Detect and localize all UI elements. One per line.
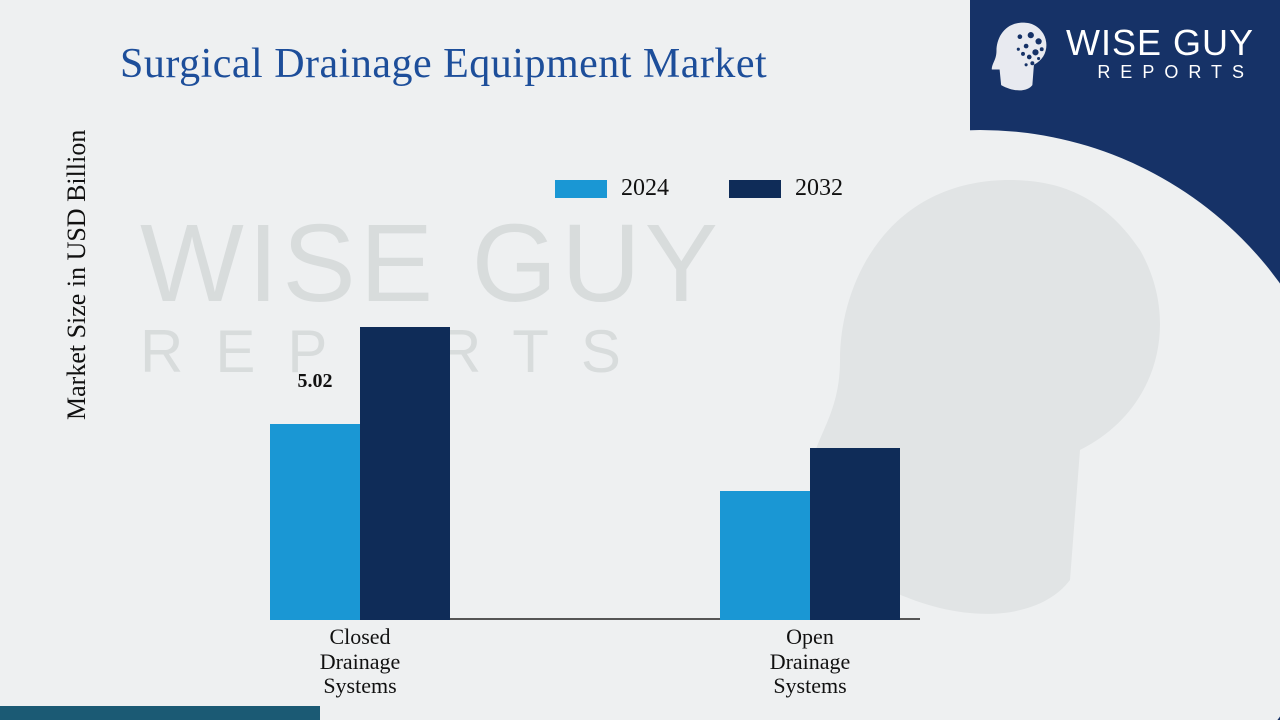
y-axis-label: Market Size in USD Billion — [62, 130, 92, 420]
x-label-closed: ClosedDrainageSystems — [260, 625, 460, 698]
plot-area: 5.02 ClosedDrainageSystems OpenDrainageS… — [100, 230, 920, 620]
chart-stage: WISE GUY REPORTS Surgical Drainage Equip… — [0, 0, 1280, 720]
legend-label-2032: 2032 — [795, 175, 843, 202]
bar-closed-2032 — [360, 327, 450, 620]
legend: 2024 2032 — [555, 175, 843, 202]
x-label-open: OpenDrainageSystems — [710, 625, 910, 698]
logo-head-icon — [984, 18, 1062, 96]
bar-open-2024 — [720, 491, 810, 620]
legend-swatch-2032 — [729, 180, 781, 198]
brand-line2: REPORTS — [1066, 62, 1254, 83]
brand-line1: WISE GUY — [1066, 22, 1254, 64]
bottom-stripe — [0, 706, 320, 720]
legend-swatch-2024 — [555, 180, 607, 198]
bar-open-2032 — [810, 448, 900, 620]
legend-label-2024: 2024 — [621, 175, 669, 202]
bar-value-label: 5.02 — [270, 370, 360, 397]
bar-closed-2024 — [270, 424, 360, 620]
bar-group-open: OpenDrainageSystems — [720, 230, 900, 620]
bar-group-closed: 5.02 ClosedDrainageSystems — [270, 230, 450, 620]
legend-item-2032: 2032 — [729, 175, 843, 202]
legend-item-2024: 2024 — [555, 175, 669, 202]
brand-logo: WISE GUY REPORTS — [1066, 22, 1254, 83]
chart-title: Surgical Drainage Equipment Market — [120, 40, 767, 88]
